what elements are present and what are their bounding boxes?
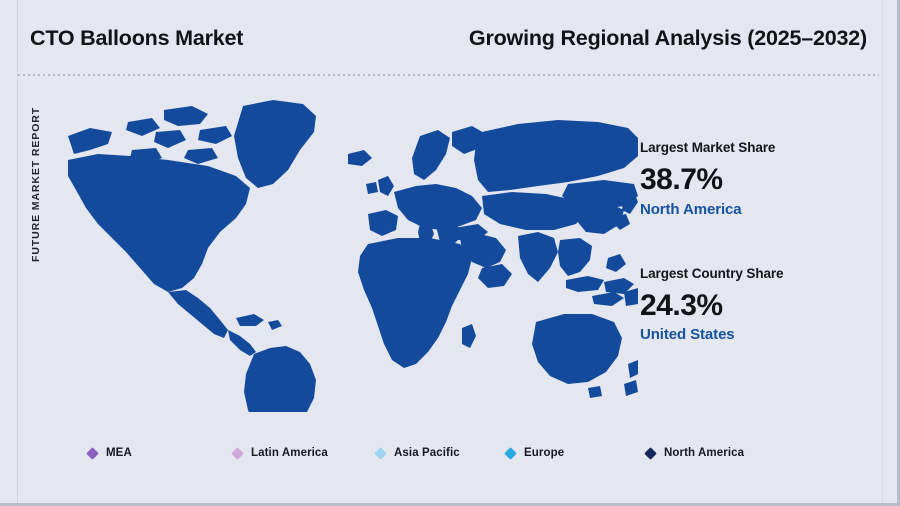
legend-item-europe: Europe: [504, 446, 565, 460]
right-divider-rule: [882, 0, 883, 503]
brand-vertical-label: FUTURE MARKET REPORT: [30, 106, 42, 262]
header-subtitle: Growing Regional Analysis (2025–2032): [468, 26, 867, 50]
legend-item-asia-pacific: Asia Pacific: [374, 446, 460, 460]
page-title: CTO Balloons Market: [30, 26, 244, 50]
region-legend: MEA Latin America Asia Pacific Europe No…: [86, 446, 867, 469]
legend-label: MEA: [106, 447, 132, 459]
stats-panel: Largest Market Share 38.7% North America…: [640, 140, 880, 365]
legend-label: North America: [664, 447, 745, 459]
stats-spacer: [640, 240, 880, 266]
diamond-marker-icon: [374, 446, 387, 460]
stat-largest-country-share: Largest Country Share 24.3% United State…: [640, 266, 880, 344]
stat-value: 24.3%: [640, 288, 723, 322]
header: CTO Balloons Market Growing Regional Ana…: [18, 18, 879, 73]
diamond-marker-icon: [644, 446, 657, 460]
stat-label: Largest Country Share: [640, 265, 784, 281]
stat-value: 38.7%: [640, 163, 723, 196]
world-map-svg: [68, 100, 638, 412]
left-divider-rule: [17, 0, 18, 503]
diamond-marker-icon: [504, 446, 517, 460]
legend-label: Europe: [524, 447, 565, 459]
stat-region: North America: [640, 200, 742, 218]
legend-item-mea: MEA: [86, 446, 132, 460]
world-map: [68, 92, 638, 412]
legend-item-latin-america: Latin America: [231, 446, 328, 460]
legend-label: Latin America: [251, 447, 328, 459]
stat-region: United States: [640, 326, 735, 343]
legend-label: Asia Pacific: [394, 447, 460, 459]
stat-label: Largest Market Share: [640, 140, 776, 155]
stat-largest-market-share: Largest Market Share 38.7% North America: [640, 140, 880, 218]
header-dotted-divider: [18, 74, 879, 76]
diamond-marker-icon: [86, 446, 99, 460]
legend-item-north-america: North America: [644, 446, 745, 460]
diamond-marker-icon: [231, 446, 244, 460]
map-landmasses: [68, 100, 638, 412]
